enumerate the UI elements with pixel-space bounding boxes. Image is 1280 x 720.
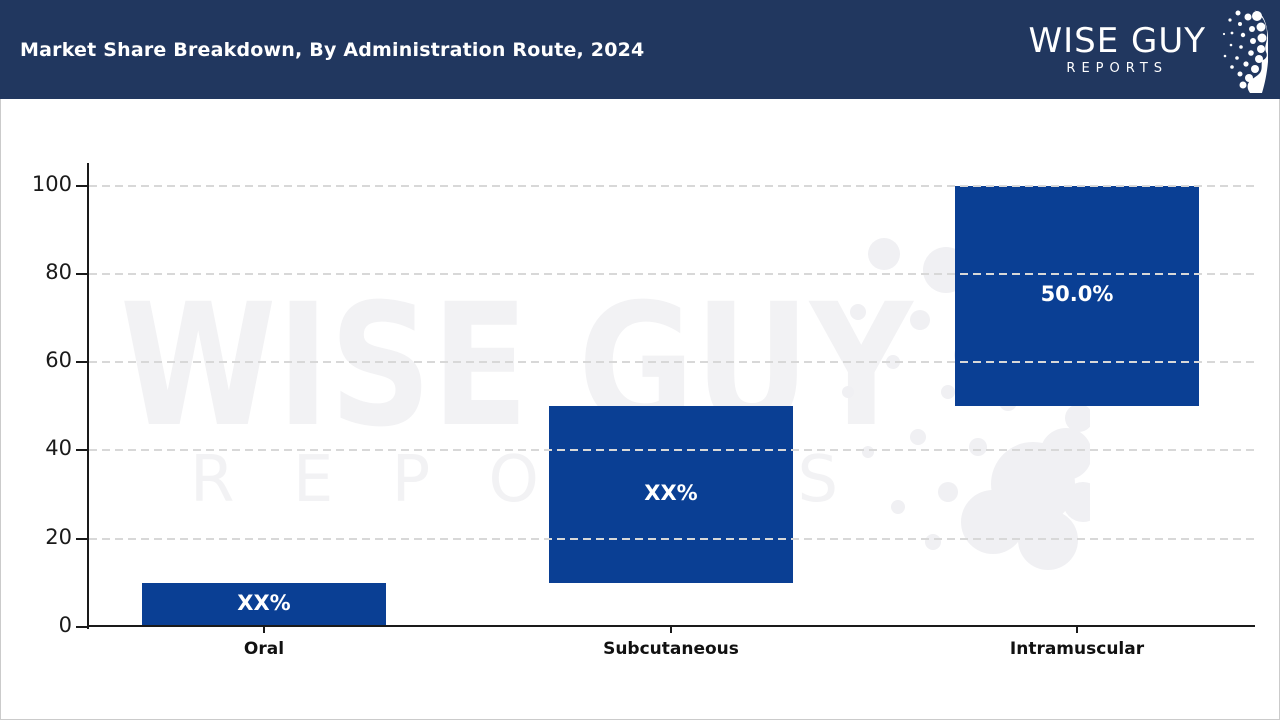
watermark-wiseguy-text: WISE GUY xyxy=(120,267,913,464)
x-axis-tick xyxy=(1076,627,1078,633)
logo-wiseguy-label: WISE GUY xyxy=(1028,21,1206,62)
market-share-bar-subcutaneous xyxy=(549,406,793,583)
x-axis-label-subcutaneous: Subcutaneous xyxy=(603,639,739,659)
y-axis-tick xyxy=(76,449,87,452)
chart-title: Market Share Breakdown, By Administratio… xyxy=(20,38,645,61)
x-axis-tick xyxy=(263,627,265,633)
y-axis-tick xyxy=(76,626,87,628)
y-axis-tick xyxy=(76,184,87,187)
market-share-bar-oral xyxy=(142,582,386,627)
logo-text: WISE GUY REPORTS xyxy=(1028,21,1206,76)
y-axis-spine xyxy=(87,163,89,629)
y-axis-tick xyxy=(76,537,87,540)
x-axis-spine xyxy=(87,625,1255,627)
gridline-100 xyxy=(89,184,1255,187)
y-axis-tick-label: 80 xyxy=(45,259,72,284)
bar-value-label: XX% xyxy=(644,480,698,505)
y-axis-tick xyxy=(76,272,87,275)
bar-value-label: XX% xyxy=(237,590,291,615)
logo-reports-label: REPORTS xyxy=(1066,60,1169,76)
market-share-bar-intramuscular xyxy=(955,185,1199,407)
y-axis-tick-label: 40 xyxy=(45,436,72,461)
x-axis-label-intramuscular: Intramuscular xyxy=(1009,639,1145,659)
gridline-80 xyxy=(89,272,1255,275)
y-axis-tick-label: 20 xyxy=(45,524,72,549)
y-axis-tick xyxy=(76,361,87,364)
logo-face-icon xyxy=(1222,10,1268,93)
x-axis-tick xyxy=(670,627,672,633)
y-axis-tick-label: 100 xyxy=(31,171,72,196)
y-axis-tick-label: 60 xyxy=(45,348,72,373)
wise-guy-reports-logo: WISE GUY REPORTS xyxy=(1028,6,1268,94)
gridline-20 xyxy=(89,537,1255,540)
y-axis-tick-label: 0 xyxy=(58,613,72,637)
header-bar: Market Share Breakdown, By Administratio… xyxy=(0,0,1280,99)
bar-value-label: 50.0% xyxy=(1040,281,1114,306)
gridline-40 xyxy=(89,449,1255,452)
x-axis-label-oral: Oral xyxy=(243,639,285,659)
gridline-60 xyxy=(89,361,1255,364)
